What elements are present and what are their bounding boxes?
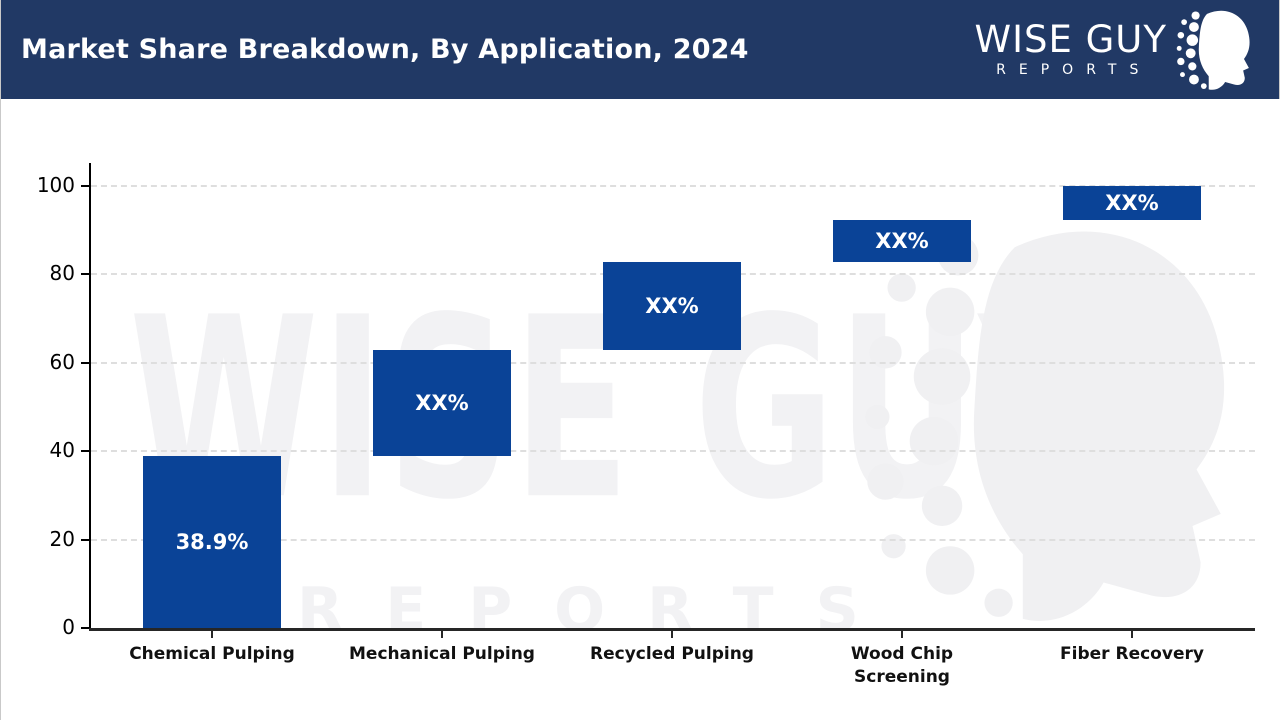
gridline	[91, 538, 1255, 541]
y-axis-tick	[81, 273, 89, 276]
y-tick-label: 80	[49, 261, 75, 286]
y-axis-tick	[81, 185, 89, 187]
y-tick-label: 60	[49, 349, 75, 374]
logo-wordmark: WISE GUY	[974, 18, 1167, 61]
x-tick-label: Recycled Pulping	[590, 644, 754, 664]
y-tick-label: 20	[49, 526, 75, 551]
bar-value-label: XX%	[1105, 191, 1159, 216]
x-tick-label: Mechanical Pulping	[349, 644, 535, 664]
bar: XX%	[603, 262, 741, 350]
x-axis-tick	[441, 631, 443, 638]
gridline	[91, 450, 1255, 453]
bar: XX%	[1063, 186, 1201, 221]
x-axis-tick	[901, 631, 903, 638]
x-tick-label: Fiber Recovery	[1060, 644, 1204, 664]
y-axis-tick	[81, 538, 89, 541]
bar: XX%	[373, 349, 511, 457]
x-tick-label: Wood Chip Screening	[850, 644, 954, 687]
bar-value-label: XX%	[415, 390, 469, 415]
page-title: Market Share Breakdown, By Application, …	[21, 34, 749, 65]
bar-value-label: XX%	[645, 293, 699, 318]
x-axis-tick	[1131, 631, 1133, 638]
logo-text: WISE GUY REPORTS	[975, 21, 1167, 78]
gridline	[91, 185, 1255, 187]
bar-value-label: 38.9%	[175, 530, 249, 555]
waterfall-chart: 0 20 40 60 80 100 38.9% Chemical Pulping XX% Mech…	[1, 99, 1280, 720]
x-axis-tick	[671, 631, 673, 638]
y-axis-tick	[81, 450, 89, 453]
y-axis-line	[89, 163, 91, 631]
x-axis-tick	[211, 631, 213, 638]
y-tick-label: 0	[62, 615, 75, 639]
dotted-head-profile-icon	[1176, 10, 1250, 90]
logo-subtext: REPORTS	[996, 62, 1152, 78]
y-axis-tick	[81, 627, 89, 629]
bar: XX%	[833, 220, 971, 263]
bar: 38.9%	[143, 456, 281, 628]
y-tick-label: 100	[36, 173, 75, 197]
bar-value-label: XX%	[875, 229, 929, 254]
chart-area: WISE GUY REPORTS 0 20 40 60 80 100 38.9% Chemic…	[1, 99, 1280, 720]
header: Market Share Breakdown, By Application, …	[1, 0, 1279, 99]
x-tick-label: Chemical Pulping	[129, 644, 295, 664]
y-tick-label: 40	[49, 438, 75, 463]
gridline	[91, 361, 1255, 364]
x-axis-line	[89, 628, 1255, 631]
wise-guy-logo: WISE GUY REPORTS	[975, 7, 1253, 93]
y-axis-tick	[81, 361, 89, 364]
